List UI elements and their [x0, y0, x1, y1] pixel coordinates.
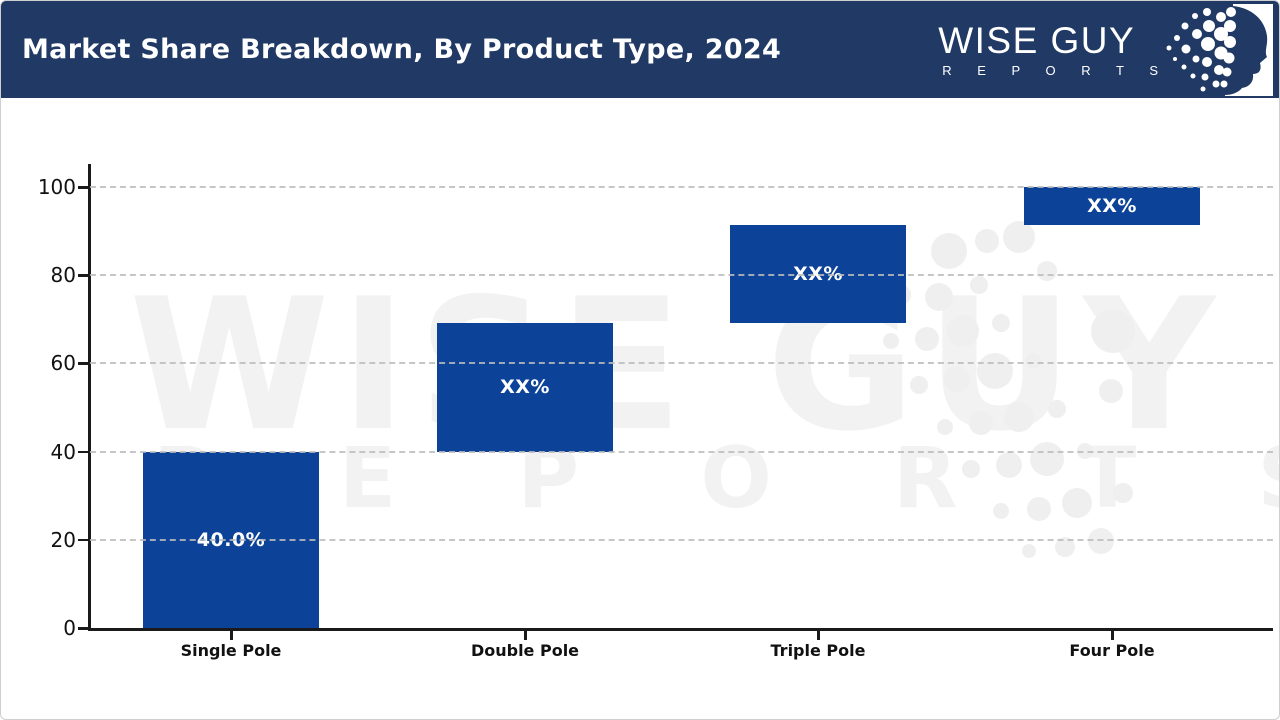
bar-double-pole: XX% — [437, 323, 613, 452]
x-tick-mark — [1111, 630, 1114, 640]
x-tick-mark — [817, 630, 820, 640]
category-label-four-pole: Four Pole — [1069, 641, 1155, 660]
logo-tagline: R E P O R T S — [942, 63, 1169, 78]
wise-guy-logo: WISE GUY R E P O R T S — [938, 4, 1273, 96]
y-tick-mark — [78, 538, 88, 542]
y-tick-label: 80 — [50, 263, 76, 288]
bar-value-label: XX% — [500, 376, 550, 399]
y-tick-mark — [78, 186, 88, 189]
y-tick-mark — [78, 362, 88, 365]
watermark-text-line2: R E P O R T S — [153, 429, 1280, 527]
watermark-dot-head — [883, 221, 1135, 558]
bar-four-pole: XX% — [1024, 187, 1200, 226]
y-axis-line — [88, 164, 91, 630]
gridline-y40 — [90, 450, 1273, 453]
y-tick-mark — [78, 627, 88, 630]
y-tick-label: 60 — [50, 351, 76, 376]
y-tick-label: 40 — [50, 439, 76, 464]
gridline-y80 — [90, 274, 1273, 277]
category-label-triple-pole: Triple Pole — [770, 641, 866, 660]
category-label-single-pole: Single Pole — [180, 641, 282, 660]
x-tick-mark — [230, 630, 233, 640]
header-bar: Market Share Breakdown, By Product Type,… — [1, 1, 1279, 98]
y-tick-mark — [78, 450, 88, 454]
chart-title: Market Share Breakdown, By Product Type,… — [22, 34, 782, 65]
y-tick-label: 20 — [50, 527, 76, 552]
gridline-y20 — [90, 538, 1273, 541]
y-tick-mark — [78, 274, 88, 277]
logo-text: WISE GUY R E P O R T S — [938, 20, 1169, 79]
logo-head-icon — [1166, 4, 1273, 96]
category-label-double-pole: Double Pole — [470, 641, 580, 660]
gridline-y60 — [90, 362, 1273, 365]
y-tick-label: 100 — [37, 175, 76, 199]
logo-name: WISE GUY — [938, 20, 1136, 61]
bar-value-label: XX% — [1087, 195, 1137, 218]
gridline-y100 — [90, 186, 1273, 188]
y-tick-label: 0 — [63, 616, 76, 640]
x-tick-mark — [524, 630, 527, 640]
x-axis-line — [88, 628, 1273, 631]
